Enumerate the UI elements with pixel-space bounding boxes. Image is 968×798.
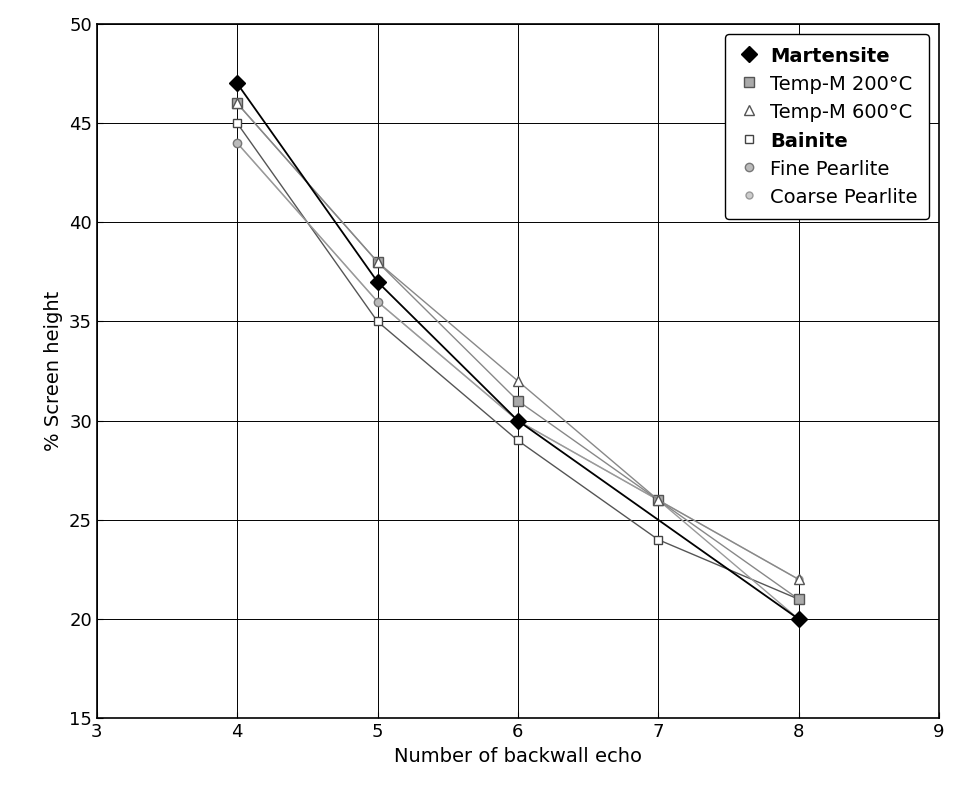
X-axis label: Number of backwall echo: Number of backwall echo <box>394 747 642 765</box>
Y-axis label: % Screen height: % Screen height <box>45 291 63 451</box>
Legend: Martensite, Temp-M 200°C, Temp-M 600°C, Bainite, Fine Pearlite, Coarse Pearlite: Martensite, Temp-M 200°C, Temp-M 600°C, … <box>725 34 929 219</box>
